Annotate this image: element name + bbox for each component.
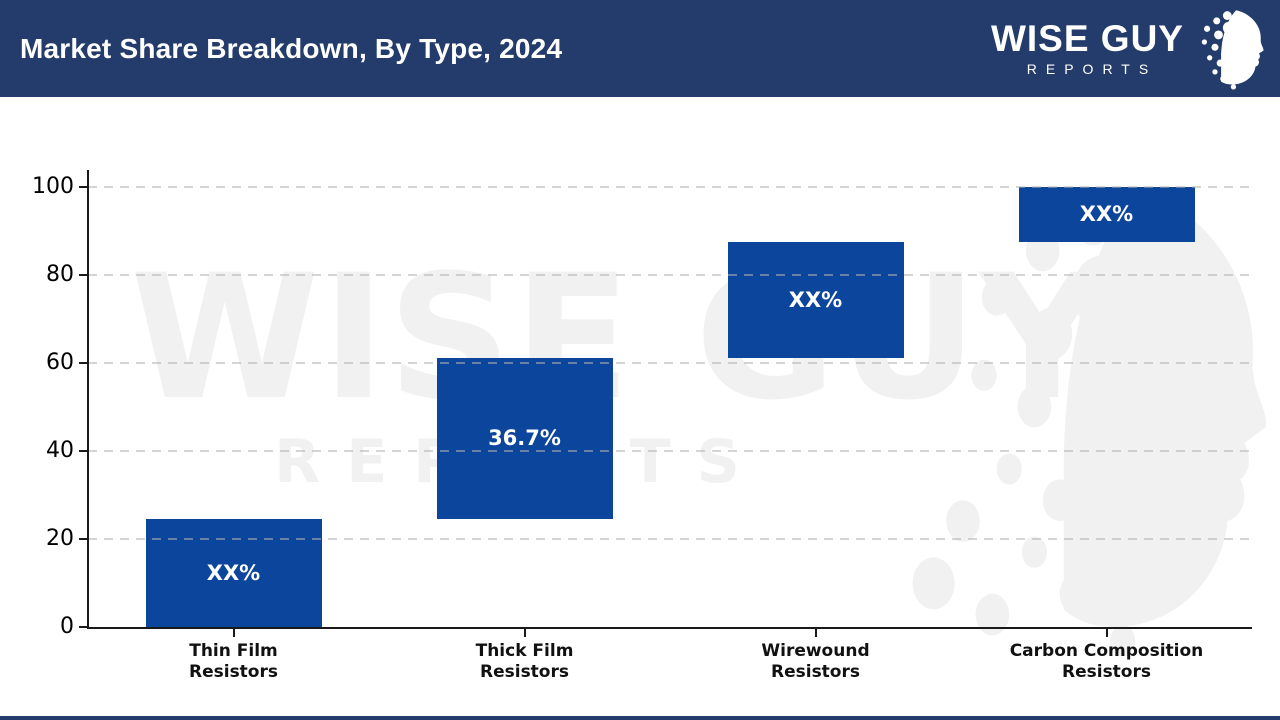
x-axis-line [87, 627, 1252, 629]
bar-segment: XX% [727, 241, 904, 358]
bar-segment: XX% [145, 519, 322, 627]
y-axis-tick-label: 20 [46, 526, 74, 551]
wise-guy-reports-logo: WISE GUY REPORTS [991, 5, 1280, 93]
y-axis-tick [79, 362, 88, 364]
header-bar: Market Share Breakdown, By Type, 2024 WI… [0, 0, 1280, 97]
logo-text: WISE GUY REPORTS [990, 17, 1184, 78]
gridline [88, 186, 1252, 188]
dotted-head-icon [1201, 9, 1264, 89]
gridline [88, 538, 1252, 540]
watermark-layer: WISE GUY REPORTS [0, 97, 1280, 716]
x-axis-category-label: Thin Film Resistors [189, 641, 278, 682]
x-axis-tick [232, 629, 235, 637]
gridline [88, 450, 1252, 452]
gridline [88, 274, 1252, 276]
x-axis-category-label: Carbon Composition Resistors [1009, 641, 1204, 682]
x-axis-tick [814, 629, 817, 637]
y-axis-tick-label: 100 [32, 174, 74, 199]
bar-value-label: XX% [788, 287, 843, 312]
y-axis-tick [79, 186, 88, 188]
y-axis-tick-label: 60 [46, 350, 74, 375]
watermark-head-icon [912, 188, 1267, 657]
bar-segment: 36.7% [436, 357, 613, 520]
bar-segment: XX% [1018, 187, 1195, 242]
y-axis-tick-label: 80 [46, 262, 74, 287]
logo-wordmark: WISE GUY [990, 17, 1184, 59]
y-axis-tick [79, 274, 88, 276]
y-axis-tick [79, 450, 88, 452]
footer-accent-bar [0, 716, 1280, 720]
y-axis-tick-label: 0 [60, 614, 74, 639]
x-axis-tick [1105, 629, 1108, 637]
gridline [88, 362, 1252, 364]
y-axis-tick [79, 538, 88, 540]
bar-value-label: 36.7% [488, 426, 561, 451]
y-axis-line [87, 170, 89, 629]
x-axis-tick [523, 629, 526, 637]
y-axis-tick [79, 626, 88, 628]
x-axis-category-label: Wirewound Resistors [761, 641, 870, 682]
logo-subtitle: REPORTS [1026, 60, 1158, 77]
y-axis-tick-label: 40 [46, 438, 74, 463]
bar-value-label: XX% [206, 561, 261, 586]
x-axis-category-label: Thick Film Resistors [475, 641, 574, 682]
page-title: Market Share Breakdown, By Type, 2024 [20, 32, 563, 64]
bar-value-label: XX% [1079, 202, 1134, 227]
